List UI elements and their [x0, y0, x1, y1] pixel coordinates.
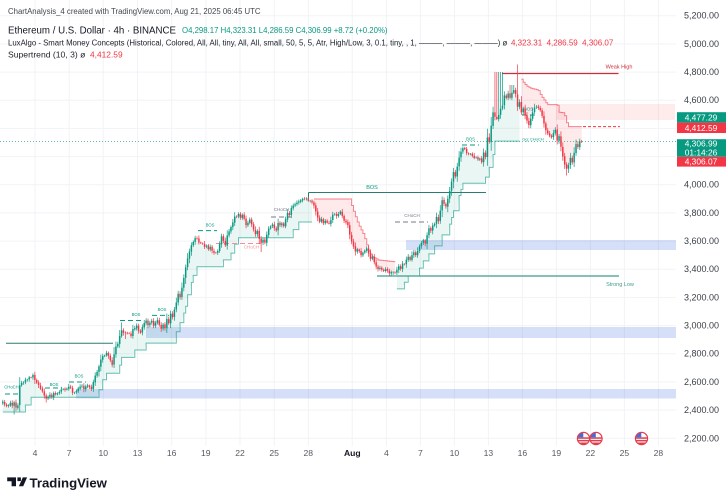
svg-text:5,000.00: 5,000.00	[684, 39, 719, 49]
svg-text:Strong Low: Strong Low	[606, 282, 634, 288]
svg-text:4,323.31 4,286.59 4,306.07: 4,323.31 4,286.59 4,306.07	[511, 39, 614, 48]
svg-text:4: 4	[384, 448, 389, 458]
svg-text:CHoCH: CHoCH	[244, 245, 260, 250]
svg-text:3,400.00: 3,400.00	[684, 264, 719, 274]
svg-text:BOS: BOS	[466, 137, 475, 142]
svg-text:BOS: BOS	[50, 382, 59, 387]
svg-text:4,000.00: 4,000.00	[684, 180, 719, 190]
svg-text:4,412.59: 4,412.59	[90, 50, 123, 60]
svg-text:2,200.00: 2,200.00	[684, 433, 719, 443]
svg-text:CHoCH: CHoCH	[4, 385, 18, 390]
svg-text:2,400.00: 2,400.00	[684, 405, 719, 415]
svg-text:BOS: BOS	[158, 307, 167, 312]
svg-text:CHoCH: CHoCH	[274, 207, 290, 212]
svg-text:Weak High: Weak High	[606, 65, 633, 71]
svg-text:7: 7	[418, 448, 423, 458]
svg-text:3,800.00: 3,800.00	[684, 208, 719, 218]
svg-text:BOS: BOS	[366, 185, 378, 191]
svg-text:13: 13	[133, 448, 143, 458]
svg-text:01:14:26: 01:14:26	[685, 147, 718, 157]
svg-text:5,200.00: 5,200.00	[684, 11, 719, 21]
svg-text:13: 13	[484, 448, 494, 458]
svg-text:2,600.00: 2,600.00	[684, 377, 719, 387]
svg-text:22: 22	[235, 448, 245, 458]
svg-text:LuxAlgo - Smart Money Concepts: LuxAlgo - Smart Money Concepts (Historic…	[8, 39, 508, 48]
svg-text:7: 7	[67, 448, 72, 458]
svg-text:4,477.29: 4,477.29	[685, 112, 718, 122]
svg-text:4,800.00: 4,800.00	[684, 67, 719, 77]
svg-text:19: 19	[201, 448, 211, 458]
svg-text:10: 10	[99, 448, 109, 458]
svg-text:BOS: BOS	[206, 223, 215, 228]
svg-text:Ethereum / U.S. Dollar · 4h ·: Ethereum / U.S. Dollar · 4h · BINANCE	[8, 26, 177, 37]
svg-text:22: 22	[586, 448, 596, 458]
svg-text:10: 10	[450, 448, 460, 458]
svg-text:4,306.07: 4,306.07	[685, 157, 718, 167]
svg-text:2,800.00: 2,800.00	[684, 349, 719, 359]
svg-text:25: 25	[620, 448, 630, 458]
svg-text:28: 28	[304, 448, 314, 458]
svg-text:19: 19	[552, 448, 562, 458]
svg-text:Aug: Aug	[344, 448, 361, 458]
svg-text:BOS: BOS	[132, 312, 141, 317]
svg-text:16: 16	[167, 448, 177, 458]
svg-text:25: 25	[269, 448, 279, 458]
svg-text:ChartAnalysis_4 created with T: ChartAnalysis_4 created with TradingView…	[8, 7, 261, 16]
svg-text:CHoCH: CHoCH	[404, 213, 420, 218]
svg-text:3,600.00: 3,600.00	[684, 236, 719, 246]
svg-text:4,600.00: 4,600.00	[684, 95, 719, 105]
svg-text:Gg: CHoCH: Gg: CHoCH	[522, 137, 543, 142]
svg-text:4: 4	[33, 448, 38, 458]
svg-text:3,200.00: 3,200.00	[684, 292, 719, 302]
svg-text:28: 28	[654, 448, 664, 458]
svg-text:O4,298.17 H4,323.31 L4,286.59: O4,298.17 H4,323.31 L4,286.59 C4,306.99 …	[182, 26, 388, 35]
svg-text:3,000.00: 3,000.00	[684, 321, 719, 331]
svg-text:TradingView: TradingView	[30, 475, 108, 490]
svg-text:4,306.99: 4,306.99	[685, 139, 718, 149]
svg-text:Supertrend (10, 3) ø: Supertrend (10, 3) ø	[8, 50, 86, 60]
svg-text:4,412.59: 4,412.59	[685, 123, 718, 133]
svg-text:16: 16	[518, 448, 528, 458]
svg-text:BOS: BOS	[524, 107, 533, 112]
svg-text:BOS: BOS	[75, 374, 84, 379]
